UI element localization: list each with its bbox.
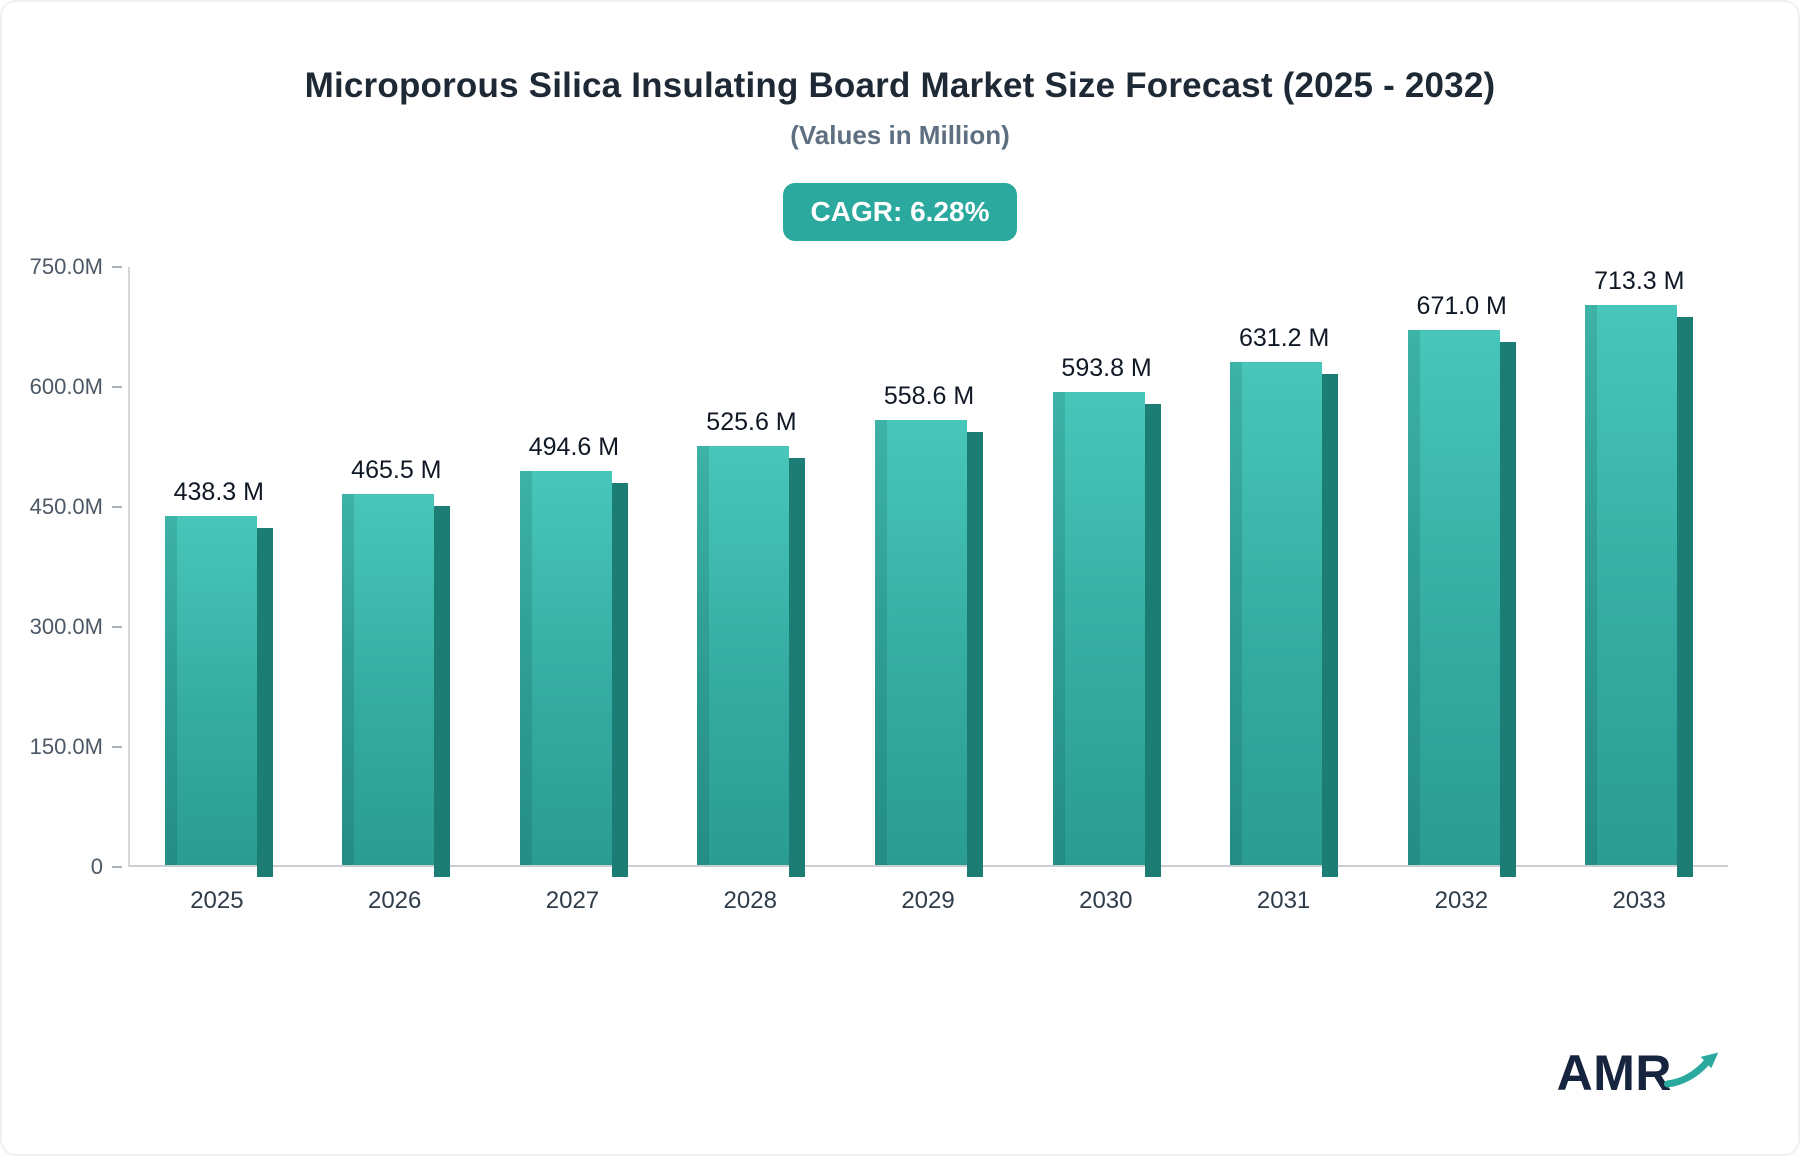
bar-value-label: 631.2 M (1238, 323, 1330, 352)
bar-value-label: 465.5 M (351, 455, 442, 484)
bar-2030 (1052, 391, 1161, 878)
bar-2028 (697, 445, 806, 878)
y-tick-mark (112, 626, 122, 628)
x-axis-label: 2025 (190, 887, 244, 914)
bar-2027 (519, 470, 628, 878)
y-tick-mark (112, 266, 122, 268)
bar-column: 494.6 M (485, 267, 663, 878)
bar-column: 631.2 M (1195, 267, 1373, 878)
x-axis-label: 2030 (1079, 887, 1133, 914)
y-tick-mark (112, 746, 122, 748)
y-tick-label: 300.0M (30, 614, 122, 640)
x-axis-label: 2033 (1612, 887, 1666, 914)
bar-2025 (164, 515, 273, 878)
chart-subtitle: (Values in Million) (790, 120, 1010, 150)
x-axis: 2025 2026 2027 2028 2029 2030 2031 2032 2033 (18, 867, 1728, 915)
bar-value-label: 593.8 M (1061, 353, 1152, 382)
bar-value-label: 671.0 M (1416, 292, 1507, 320)
cagr-badge-row: CAGR: 6.28% (2, 183, 1798, 241)
bar-2031 (1230, 361, 1339, 878)
x-axis-label: 2029 (901, 887, 955, 914)
y-tick-label: 450.0M (30, 494, 122, 520)
x-axis-label: 2028 (723, 887, 777, 914)
y-tick-mark (112, 386, 122, 388)
x-axis-label: 2032 (1434, 887, 1489, 914)
x-axis-label: 2026 (367, 887, 422, 914)
y-axis: 0 150.0M 300.0M 450.0M 600.0M 750.0M (18, 254, 128, 879)
amr-logo: AMR (1557, 1044, 1720, 1102)
cagr-badge: CAGR: 6.28% (782, 183, 1018, 241)
arrow-up-right-icon (1664, 1052, 1719, 1088)
bar-column: 438.3 M (130, 267, 308, 878)
chart-title: Microporous Silica Insulating Board Mark… (304, 66, 1496, 105)
x-axis-label: 2031 (1256, 887, 1311, 914)
plot-area: 438.3 M 465.5 M 494.6 M 525.6 M 558.6 M 593.8… (128, 267, 1729, 878)
y-tick-label: 750.0M (30, 254, 122, 280)
y-tick-mark (112, 506, 122, 508)
bar-value-label: 525.6 M (706, 407, 797, 436)
amr-logo-text: AMR (1556, 1045, 1672, 1101)
bar-column: 558.6 M (840, 267, 1018, 878)
bar-column: 465.5 M (308, 267, 486, 878)
bar-value-label: 494.6 M (528, 432, 620, 461)
y-tick-label: 0 (91, 854, 122, 880)
bar-column: 671.0 M (1373, 267, 1551, 877)
bar-value-label: 438.3 M (173, 477, 264, 506)
bar-2033 (1585, 305, 1694, 877)
bars-group: 438.3 M 465.5 M 494.6 M 525.6 M 558.6 M 593.8… (130, 267, 1729, 878)
bar-2026 (342, 493, 451, 878)
bar-2032 (1407, 330, 1516, 877)
bar-column: 593.8 M (1018, 267, 1196, 878)
bar-column: 713.3 M (1551, 267, 1729, 877)
x-axis-label: 2027 (545, 887, 600, 914)
bar-2029 (875, 419, 984, 878)
x-axis-labels: 2025 2026 2027 2028 2029 2030 2031 2032 2033 (128, 887, 1728, 915)
y-tick-mark (112, 866, 122, 868)
y-tick-label: 600.0M (30, 374, 122, 400)
y-tick-label: 150.0M (30, 734, 122, 760)
bar-column: 525.6 M (663, 267, 841, 878)
bar-value-label: 713.3 M (1594, 267, 1685, 295)
bar-value-label: 558.6 M (883, 381, 975, 410)
